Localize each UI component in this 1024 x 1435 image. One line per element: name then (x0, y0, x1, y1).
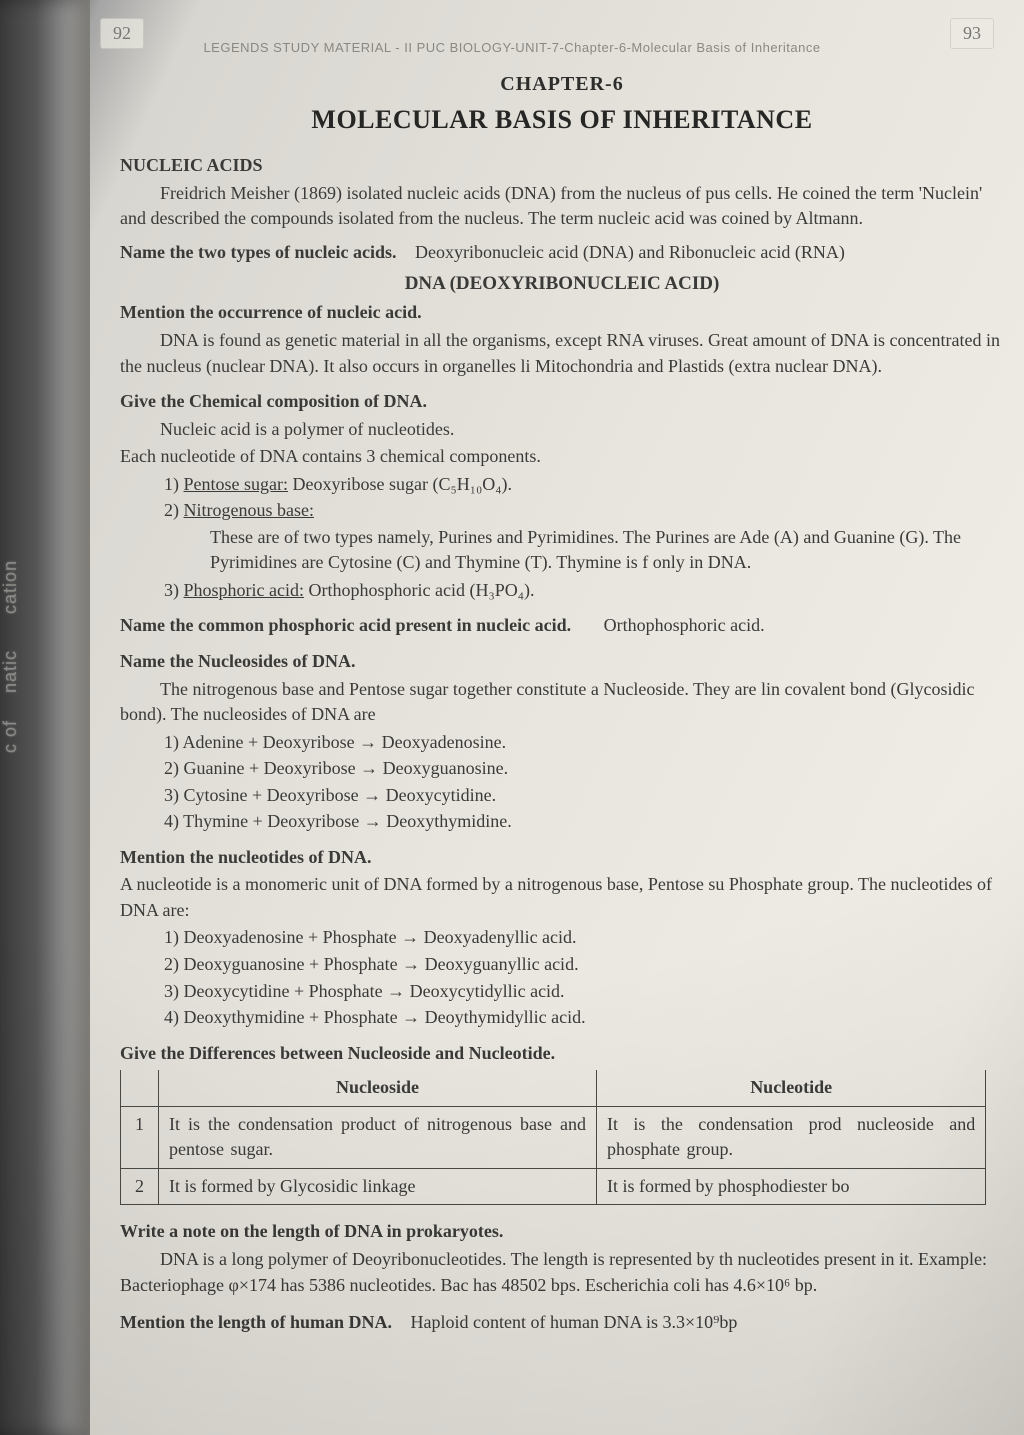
book-spine (0, 0, 90, 1435)
question: Mention the length of human DNA. (120, 1312, 392, 1332)
list-item: 4) Deoxythymidine + Phosphate → Deoythym… (164, 1005, 1004, 1031)
question: Give the Chemical composition of DNA. (120, 389, 1004, 415)
paragraph: Freidrich Meisher (1869) isolated nuclei… (120, 181, 1004, 232)
question: Name the common phosphoric acid present … (120, 615, 571, 635)
list-item: 2) Guanine + Deoxyribose → Deoxyguanosin… (164, 756, 1004, 782)
list-item: 1) Deoxyadenosine + Phosphate → Deoxyade… (164, 925, 1004, 951)
question: Write a note on the length of DNA in pro… (120, 1219, 1004, 1245)
table-cell: 2 (121, 1168, 159, 1205)
paragraph: Each nucleotide of DNA contains 3 chemic… (120, 444, 1004, 470)
table-header: Nucleoside (159, 1070, 597, 1106)
chapter-title: MOLECULAR BASIS OF INHERITANCE (120, 102, 1004, 139)
paragraph: The nitrogenous base and Pentose sugar t… (120, 677, 1004, 728)
comparison-table: Nucleoside Nucleotide 1 It is the conden… (120, 1070, 986, 1205)
list-item: 3) Phosphoric acid: Orthophosphoric acid… (164, 578, 1004, 604)
running-header: LEGENDS STUDY MATERIAL - II PUC BIOLOGY-… (0, 40, 1024, 55)
table-cell: It is formed by Glycosidic linkage (159, 1168, 597, 1205)
list-item: 2) Deoxyguanosine + Phosphate → Deoxygua… (164, 952, 1004, 978)
list-item: 3) Cytosine + Deoxyribose → Deoxycytidin… (164, 783, 1004, 809)
side-tab-text: cation (0, 560, 21, 614)
answer: Deoxyribonucleic acid (DNA) and Ribonucl… (415, 242, 845, 262)
list-item: 3) Deoxycytidine + Phosphate → Deoxycyti… (164, 979, 1004, 1005)
question: Name the Nucleosides of DNA. (120, 649, 1004, 675)
paragraph: Nucleic acid is a polymer of nucleotides… (120, 417, 1004, 443)
list-item: 1) Pentose sugar: Deoxyribose sugar (C₅H… (164, 472, 1004, 498)
table-header (121, 1070, 159, 1106)
dna-heading: DNA (DEOXYRIBONUCLEIC ACID) (120, 271, 1004, 298)
answer: Orthophosphoric acid. (604, 615, 765, 635)
table-header: Nucleotide (597, 1070, 986, 1106)
question: Mention the occurrence of nucleic acid. (120, 302, 422, 322)
table-cell: 1 (121, 1106, 159, 1168)
question: Mention the nucleotides of DNA. (120, 845, 1004, 871)
table-row: 2 It is formed by Glycosidic linkage It … (121, 1168, 986, 1205)
paragraph: DNA is a long polymer of Deoyribonucleot… (120, 1247, 1004, 1298)
paragraph: These are of two types namely, Purines a… (210, 525, 1004, 576)
paragraph: A nucleotide is a monomeric unit of DNA … (120, 872, 1004, 923)
paragraph: DNA is found as genetic material in all … (120, 328, 1004, 379)
side-tab-text: natic (0, 650, 21, 693)
answer: Haploid content of human DNA is 3.3×10⁹b… (411, 1312, 738, 1332)
page-content: CHAPTER-6 MOLECULAR BASIS OF INHERITANCE… (120, 70, 1014, 1358)
table-cell: It is the condensation prod nucleoside a… (597, 1106, 986, 1168)
list-item: 4) Thymine + Deoxyribose → Deoxythymidin… (164, 809, 1004, 835)
question: Give the Differences between Nucleoside … (120, 1041, 1004, 1067)
side-tab-text: c of (0, 720, 21, 753)
table-row: 1 It is the condensation product of nitr… (121, 1106, 986, 1168)
table-cell: It is the condensation product of nitrog… (159, 1106, 597, 1168)
list-item: 2) Nitrogenous base: (164, 498, 1004, 524)
section-heading: NUCLEIC ACIDS (120, 155, 263, 175)
chapter-number: CHAPTER-6 (120, 70, 1004, 98)
question: Name the two types of nucleic acids. (120, 242, 396, 262)
list-item: 1) Adenine + Deoxyribose → Deoxyadenosin… (164, 730, 1004, 756)
table-cell: It is formed by phosphodiester bo (597, 1168, 986, 1205)
